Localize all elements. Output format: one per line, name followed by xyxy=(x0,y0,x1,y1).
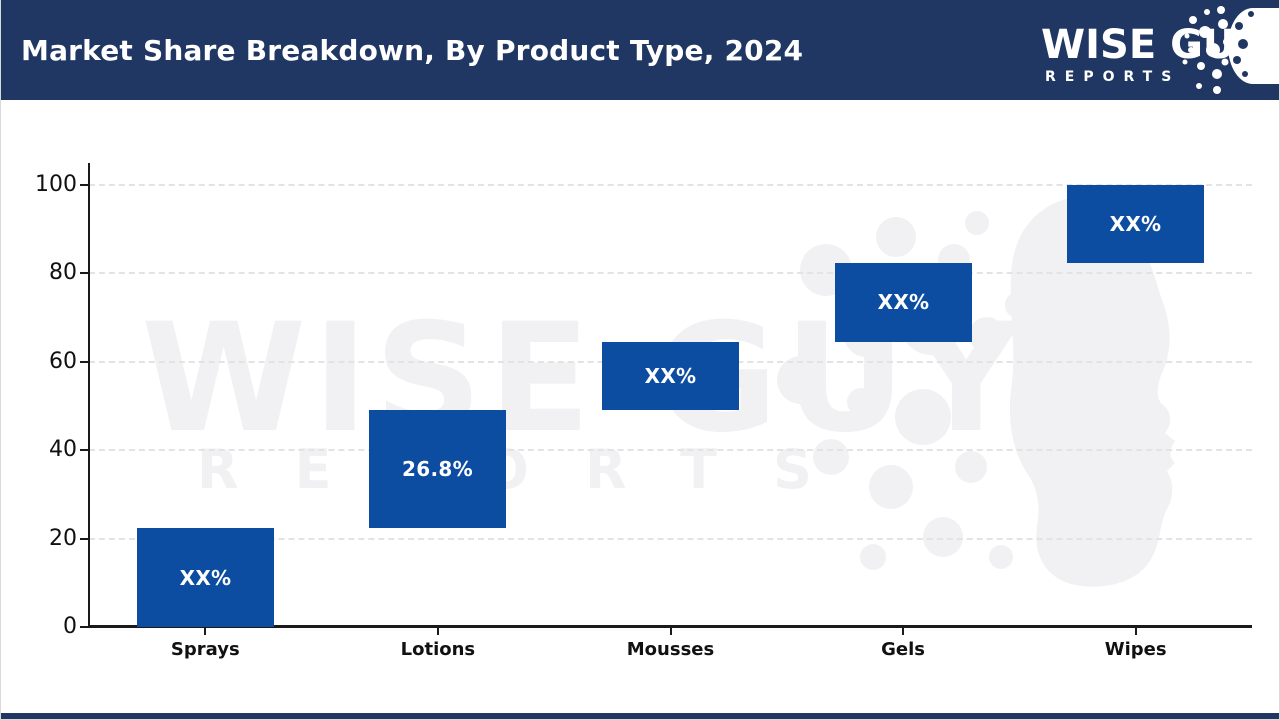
bar-value-label: XX% xyxy=(1109,211,1162,236)
y-tick-0 xyxy=(80,626,88,628)
x-category-label-sprays: Sprays xyxy=(170,639,240,660)
bar-wipes: XX% xyxy=(1067,185,1204,263)
x-category-label-gels: Gels xyxy=(881,639,926,660)
y-axis-line xyxy=(88,163,90,627)
bar-value-label: 26.8% xyxy=(402,457,473,482)
y-tick-label: 80 xyxy=(49,260,77,286)
x-category-label-lotions: Lotions xyxy=(400,639,476,660)
x-tick-sprays xyxy=(204,628,207,635)
y-tick-label: 40 xyxy=(49,437,77,463)
chart-title: Market Share Breakdown, By Product Type,… xyxy=(21,33,804,67)
bar-mousses: XX% xyxy=(602,341,739,411)
x-tick-gels xyxy=(902,628,905,635)
y-tick-40 xyxy=(80,449,88,452)
x-category-label-wipes: Wipes xyxy=(1104,639,1167,660)
logo-subtext: REPORTS xyxy=(1045,69,1180,85)
bar-value-label: XX% xyxy=(877,290,930,315)
header-band: Market Share Breakdown, By Product Type,… xyxy=(1,0,1279,100)
gridline-100 xyxy=(89,184,1252,187)
bar-lotions: 26.8% xyxy=(369,410,506,529)
bar-value-label: XX% xyxy=(644,363,697,388)
y-tick-label: 60 xyxy=(49,348,77,374)
logo-dot-cluster xyxy=(1182,6,1231,94)
logo-face-silhouette xyxy=(1228,8,1279,84)
bar-sprays: XX% xyxy=(137,528,274,627)
y-tick-label: 100 xyxy=(35,172,77,198)
wise-guy-reports-logo: WISE GUY REPORTS xyxy=(1041,6,1279,94)
y-tick-100 xyxy=(80,184,88,187)
y-tick-20 xyxy=(80,537,88,540)
footer-band xyxy=(1,713,1279,719)
y-tick-60 xyxy=(80,360,88,363)
y-tick-80 xyxy=(80,272,88,275)
x-tick-lotions xyxy=(436,628,439,635)
bar-gels: XX% xyxy=(835,262,972,342)
gridline-80 xyxy=(89,272,1252,275)
gridline-40 xyxy=(89,449,1252,452)
x-tick-wipes xyxy=(1134,628,1137,635)
x-category-label-mousses: Mousses xyxy=(626,639,715,660)
y-tick-label: 0 xyxy=(63,614,77,639)
x-axis-line xyxy=(88,625,1252,628)
gridline-20 xyxy=(89,537,1252,540)
x-tick-mousses xyxy=(669,628,672,635)
watermark-text-line2: REPORTS xyxy=(197,438,868,501)
bar-value-label: XX% xyxy=(179,565,232,590)
y-tick-label: 20 xyxy=(49,525,77,551)
